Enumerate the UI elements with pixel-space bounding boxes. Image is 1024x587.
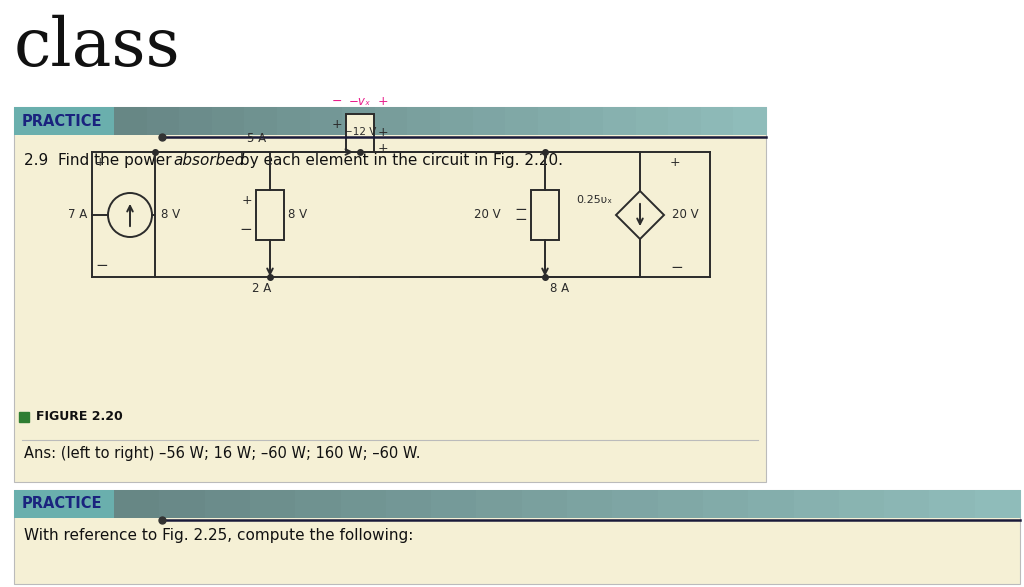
Bar: [14, 107, 766, 135]
Text: +: +: [378, 141, 389, 154]
Text: 8 V: 8 V: [288, 208, 307, 221]
Bar: [733, 107, 767, 135]
Bar: [212, 107, 246, 135]
Bar: [505, 107, 539, 135]
Text: +: +: [378, 126, 389, 139]
Text: 7 A: 7 A: [68, 208, 87, 221]
Text: −: −: [332, 95, 342, 108]
Text: −12 V: −12 V: [344, 127, 376, 137]
Text: +: +: [332, 117, 342, 130]
Text: 8 A: 8 A: [550, 282, 569, 295]
Bar: [342, 107, 376, 135]
Text: With reference to Fig. 2.25, compute the following:: With reference to Fig. 2.25, compute the…: [24, 528, 414, 543]
Text: FIGURE 2.20: FIGURE 2.20: [36, 410, 123, 423]
Text: −: −: [95, 258, 108, 273]
Bar: [295, 490, 341, 518]
Bar: [476, 490, 522, 518]
Text: −vₓ: −vₓ: [349, 95, 371, 108]
Text: 2 A: 2 A: [252, 282, 271, 295]
Bar: [473, 107, 506, 135]
Bar: [884, 490, 931, 518]
Bar: [408, 107, 441, 135]
Text: Ans: (left to right) –56 W; 16 W; –60 W; 160 W; –60 W.: Ans: (left to right) –56 W; 16 W; –60 W;…: [24, 446, 421, 461]
Text: −: −: [670, 260, 683, 275]
Bar: [386, 490, 432, 518]
Bar: [603, 107, 637, 135]
Bar: [375, 107, 409, 135]
Bar: [278, 107, 310, 135]
Bar: [531, 190, 559, 240]
Bar: [146, 107, 180, 135]
Bar: [114, 107, 147, 135]
Bar: [114, 490, 161, 518]
Text: 20 V: 20 V: [474, 208, 501, 221]
Bar: [14, 490, 1020, 518]
Text: 20 V: 20 V: [672, 208, 698, 221]
Bar: [205, 490, 251, 518]
Text: by each element in the circuit in Fig. 2.20.: by each element in the circuit in Fig. 2…: [234, 153, 563, 168]
Bar: [440, 107, 473, 135]
Bar: [794, 490, 840, 518]
Bar: [160, 490, 206, 518]
Text: class: class: [14, 15, 180, 80]
Text: −: −: [514, 212, 527, 228]
Bar: [669, 107, 701, 135]
Bar: [14, 490, 1020, 584]
Bar: [346, 114, 374, 152]
Bar: [250, 490, 296, 518]
Bar: [839, 490, 885, 518]
Bar: [657, 490, 703, 518]
Bar: [636, 107, 670, 135]
Bar: [612, 490, 658, 518]
Polygon shape: [616, 191, 664, 239]
Bar: [309, 107, 343, 135]
Bar: [256, 190, 284, 240]
Text: PRACTICE: PRACTICE: [22, 113, 102, 129]
Bar: [538, 107, 571, 135]
Text: −: −: [240, 222, 252, 238]
Text: absorbed: absorbed: [173, 153, 245, 168]
Text: PRACTICE: PRACTICE: [22, 497, 102, 511]
Text: 5 A: 5 A: [248, 132, 266, 145]
Bar: [702, 490, 750, 518]
Bar: [431, 490, 477, 518]
Text: +: +: [242, 194, 252, 207]
Bar: [245, 107, 278, 135]
Bar: [14, 107, 766, 482]
Text: 2.9  Find the power: 2.9 Find the power: [24, 153, 176, 168]
Text: 0.25υₓ: 0.25υₓ: [575, 195, 612, 205]
Bar: [341, 490, 387, 518]
Text: 8 V: 8 V: [161, 208, 180, 221]
Bar: [975, 490, 1021, 518]
Bar: [700, 107, 734, 135]
Bar: [567, 490, 613, 518]
Bar: [930, 490, 976, 518]
Text: +: +: [95, 156, 105, 169]
Text: +: +: [670, 156, 681, 169]
Bar: [179, 107, 213, 135]
Bar: [521, 490, 568, 518]
Bar: [749, 490, 795, 518]
Text: −: −: [514, 203, 527, 218]
Bar: [570, 107, 604, 135]
Text: +: +: [378, 95, 389, 108]
